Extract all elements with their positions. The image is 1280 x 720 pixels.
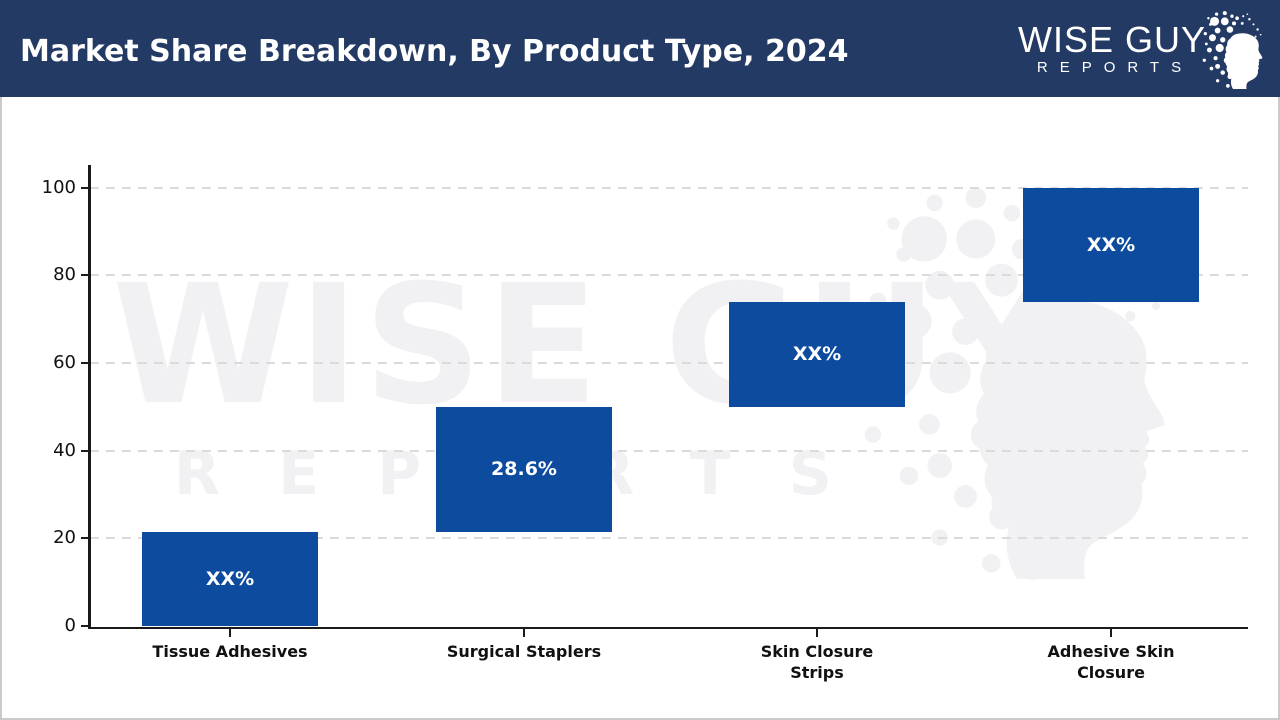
brand-head-icon [1200, 8, 1266, 90]
y-tick-label-40: 40 [53, 439, 76, 461]
gridline-40 [90, 449, 1248, 452]
y-tick-label-80: 80 [53, 264, 76, 286]
x-category-label-tissue-adhesives: Tissue Adhesives [152, 642, 308, 661]
y-tick-label-100: 100 [41, 176, 76, 198]
x-tick-adhesive-skin-closure [1110, 629, 1112, 637]
bar-skin-closure-strips: XX% [729, 301, 905, 407]
bar-value-label-skin-closure-strips: XX% [792, 343, 842, 366]
gridline-60 [90, 361, 1248, 364]
gridline-20 [90, 537, 1248, 540]
y-tick-0 [81, 625, 88, 627]
bar-value-label-adhesive-skin-closure: XX% [1086, 233, 1136, 256]
y-tick-80 [81, 274, 88, 277]
x-tick-tissue-adhesives [229, 629, 231, 637]
bar-surgical-staplers: 28.6% [436, 406, 612, 533]
y-tick-label-0: 0 [64, 615, 76, 636]
brand-subtitle: REPORTS [1036, 59, 1194, 77]
y-axis-line [88, 165, 91, 629]
gridline-80 [90, 274, 1248, 277]
x-tick-surgical-staplers [523, 629, 525, 637]
bar-tissue-adhesives: XX% [142, 532, 318, 626]
y-tick-40 [81, 449, 88, 452]
brand-name: WISE GUY [1017, 18, 1206, 60]
y-tick-label-60: 60 [53, 351, 76, 373]
bar-adhesive-skin-closure: XX% [1023, 187, 1199, 302]
x-category-label-surgical-staplers: Surgical Staplers [446, 642, 602, 661]
x-category-label-skin-closure-strips: Skin Closure Strips [760, 642, 874, 682]
y-tick-20 [81, 537, 88, 540]
y-tick-60 [81, 361, 88, 364]
bar-value-label-surgical-staplers: 28.6% [491, 458, 557, 481]
header-band: Market Share Breakdown, By Product Type,… [0, 0, 1280, 97]
chart-title: Market Share Breakdown, By Product Type,… [20, 34, 849, 69]
brand-logo-text: WISE GUY REPORTS [1017, 18, 1206, 77]
gridline-100 [90, 186, 1248, 189]
y-tick-100 [81, 186, 88, 189]
x-category-label-adhesive-skin-closure: Adhesive Skin Closure [1047, 642, 1175, 682]
brand-logo: WISE GUY REPORTS [1018, 0, 1266, 97]
bar-value-label-tissue-adhesives: XX% [205, 568, 255, 591]
x-tick-skin-closure-strips [816, 629, 818, 637]
x-axis-line [88, 626, 1248, 629]
y-tick-label-20: 20 [53, 527, 76, 549]
